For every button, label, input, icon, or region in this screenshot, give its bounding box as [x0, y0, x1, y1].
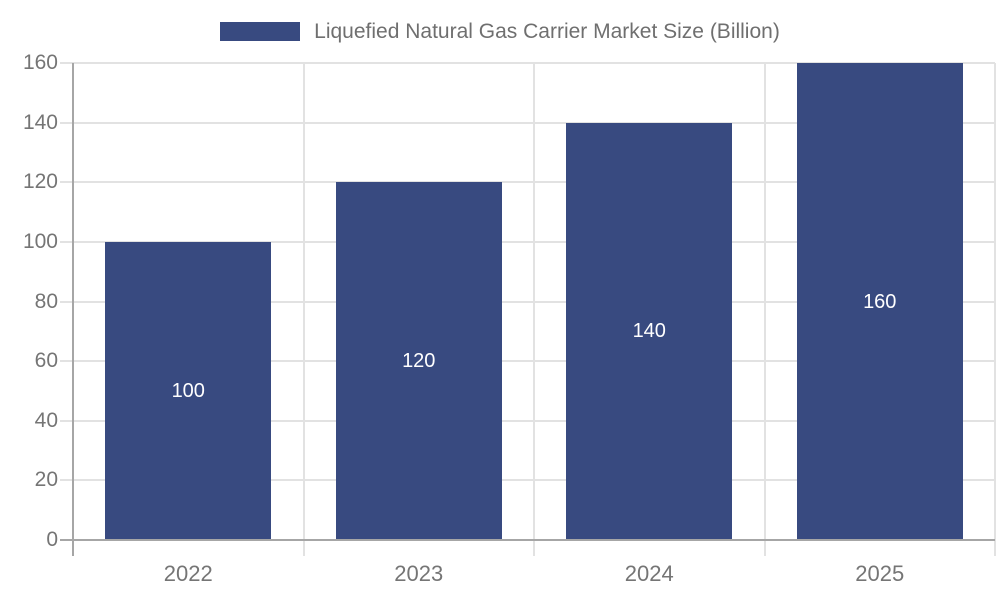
y-gridline [60, 360, 995, 363]
y-tick-label: 80 [34, 289, 58, 313]
bar-value-label: 140 [632, 320, 666, 343]
y-tick-label: 160 [22, 51, 58, 74]
x-tick [533, 540, 535, 556]
y-gridline [60, 121, 995, 124]
y-gridline [60, 181, 995, 184]
bar-2023[interactable] [335, 182, 502, 540]
x-tick-label: 2025 [855, 561, 905, 586]
x-gridline [763, 63, 766, 540]
y-tick-label: 20 [34, 468, 58, 492]
y-gridline [60, 479, 995, 482]
x-tick-label: 2022 [163, 561, 213, 586]
legend-swatch [220, 22, 301, 41]
bar-2022[interactable] [105, 241, 272, 540]
y-tick-label: 0 [46, 528, 58, 551]
bar-value-label: 120 [402, 350, 436, 373]
x-axis-line [60, 539, 995, 541]
x-tick-label: 2024 [624, 561, 674, 586]
y-gridline [60, 62, 995, 64]
y-gridline [60, 240, 995, 243]
x-gridline [533, 63, 535, 540]
x-gridline [994, 63, 996, 540]
legend: Liquefied Natural Gas Carrier Market Siz… [0, 20, 1000, 43]
y-tick-label: 120 [22, 170, 58, 194]
x-tick [302, 540, 305, 556]
x-gridline [302, 63, 305, 540]
bar-2024[interactable] [566, 122, 733, 540]
bar-2025[interactable] [796, 63, 963, 540]
bar-value-label: 160 [863, 290, 897, 313]
x-tick [763, 540, 766, 556]
legend-label: Liquefied Natural Gas Carrier Market Siz… [314, 20, 780, 43]
y-tick-label: 60 [34, 349, 58, 373]
x-tick [994, 540, 996, 556]
y-gridline [60, 419, 995, 422]
bar-value-label: 100 [171, 379, 205, 402]
legend-item[interactable]: Liquefied Natural Gas Carrier Market Siz… [220, 20, 780, 43]
y-gridline [60, 300, 995, 303]
y-tick-label: 40 [34, 408, 58, 432]
y-axis-line [72, 63, 74, 556]
y-tick-label: 140 [22, 110, 58, 134]
x-tick-label: 2023 [394, 561, 444, 586]
y-tick-label: 100 [22, 229, 58, 253]
